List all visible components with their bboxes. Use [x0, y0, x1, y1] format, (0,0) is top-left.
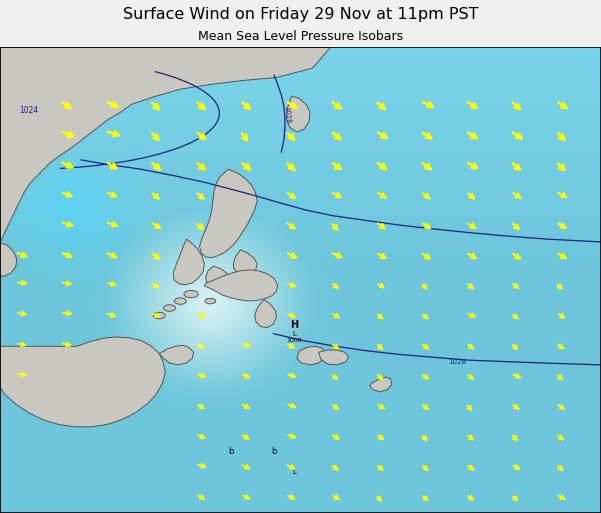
Polygon shape	[159, 345, 194, 365]
Text: 1008: 1008	[287, 338, 302, 343]
Polygon shape	[163, 305, 175, 311]
Polygon shape	[184, 290, 198, 298]
Text: Surface Wind on Friday 29 Nov at 11pm PST: Surface Wind on Friday 29 Nov at 11pm PS…	[123, 7, 478, 22]
Polygon shape	[174, 298, 186, 304]
Polygon shape	[200, 169, 257, 258]
Polygon shape	[233, 250, 257, 277]
Polygon shape	[0, 337, 165, 427]
Polygon shape	[205, 298, 216, 304]
Text: L: L	[293, 331, 296, 337]
Text: Mean Sea Level Pressure Isobars: Mean Sea Level Pressure Isobars	[198, 30, 403, 43]
Polygon shape	[0, 243, 17, 277]
Text: 1028: 1028	[284, 106, 291, 124]
Text: 1028: 1028	[448, 359, 466, 365]
Polygon shape	[297, 346, 326, 365]
Text: L: L	[293, 469, 296, 475]
Polygon shape	[206, 266, 230, 290]
Polygon shape	[255, 300, 276, 328]
Text: 1024: 1024	[19, 106, 38, 114]
Polygon shape	[173, 239, 204, 285]
Polygon shape	[286, 96, 310, 132]
Polygon shape	[370, 377, 392, 392]
Polygon shape	[204, 270, 278, 301]
Text: b: b	[272, 447, 276, 456]
Polygon shape	[153, 312, 165, 319]
Polygon shape	[220, 277, 239, 296]
Polygon shape	[0, 47, 331, 243]
Polygon shape	[319, 350, 349, 365]
Text: H: H	[290, 320, 299, 330]
Text: b: b	[228, 447, 233, 456]
